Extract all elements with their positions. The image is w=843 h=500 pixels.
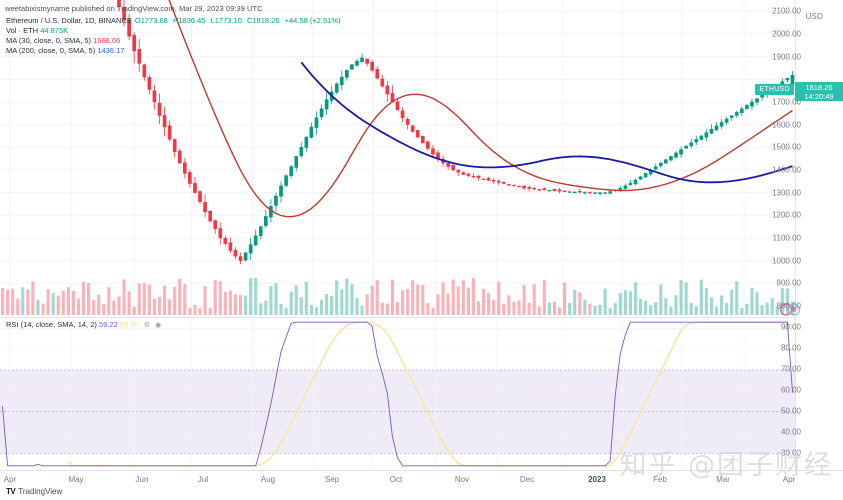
price-axis-tick: 1200.00 [772, 210, 801, 220]
legend-symbol-label: Ethereum / U.S. Dollar, 1D, BINANCE [6, 16, 132, 25]
price-axis-tick: 1100.00 [772, 233, 801, 243]
legend-change: +44.58 (+2.51%) [284, 16, 341, 25]
rsi-legend-value: 59.22 [98, 320, 118, 329]
eye-icon[interactable]: ◉ [155, 322, 162, 329]
publisher-line: weetabixismyname published on TradingVie… [5, 4, 263, 13]
rsi-axis[interactable]: 90.00 80.00 70.00 60.00 50.00 40.00 30.00 [781, 317, 843, 470]
price-axis-tick: 2000.00 [772, 29, 801, 39]
price-axis-tick: 1700.00 [772, 97, 801, 107]
gear-icon[interactable]: ⚙ [143, 322, 150, 329]
rsi-axis-tick: 80.00 [780, 343, 801, 353]
price-pane[interactable] [0, 0, 795, 315]
legend-volume-value: 44.875K [40, 26, 69, 35]
price-axis-tick: 1400.00 [772, 165, 801, 175]
time-axis-tick: Apr [3, 475, 17, 484]
time-axis-tick: Jul [197, 475, 209, 484]
legend-ma200-row[interactable]: MA (200, close, 0, SMA, 5) 1436.17 [6, 46, 340, 56]
tradingview-brand-text: TradingView [18, 487, 63, 496]
time-axis-tick: Mar [716, 475, 730, 484]
legend-ma30-label: MA (30, close, 0, SMA, 5) [6, 36, 92, 45]
price-axis-tick: 1900.00 [772, 52, 801, 62]
legend-close: C1818.26 [246, 16, 280, 25]
time-axis-tick: Feb [653, 475, 667, 484]
time-axis-tick: Aug [260, 475, 276, 484]
legend-ma30-row[interactable]: MA (30, close, 0, SMA, 5) 1666.06 [6, 36, 340, 46]
time-axis-tick: Jun [135, 475, 149, 484]
legend-high: H1836.45 [172, 16, 206, 25]
time-axis-tick: 2023 [588, 475, 606, 484]
legend-open: O1773.68 [134, 16, 168, 25]
price-axis-tick: 1500.00 [772, 142, 801, 152]
price-axis-tick: 1600.00 [772, 120, 801, 130]
rsi-axis-tick: 60.00 [780, 385, 801, 395]
rsi-legend[interactable]: RSI (14, close, SMA, 14, 2) 59.22 59.00 … [6, 320, 161, 331]
price-axis-unit: USD [805, 12, 823, 21]
rsi-axis-tick: 90.00 [780, 322, 801, 332]
symbol-tag: ETHUSD [755, 84, 794, 95]
coin-logo-watermark [779, 303, 801, 316]
legend-symbol-row[interactable]: Ethereum / U.S. Dollar, 1D, BINANCE O1773… [6, 16, 340, 26]
tradingview-logo-icon: TV [6, 487, 16, 496]
legend-ma200-value: 1436.17 [97, 46, 125, 55]
legend-low: L1773.10 [210, 16, 242, 25]
time-axis-tick: May [68, 475, 84, 484]
rsi-axis-tick: 70.00 [780, 364, 801, 374]
rsi-legend-label: RSI (14, close, SMA, 14, 2) [6, 320, 97, 329]
current-price-value: 1818.26 [805, 82, 833, 92]
legend-ma200-label: MA (200, close, 0, SMA, 5) [6, 46, 96, 55]
price-axis-tick: 1300.00 [772, 188, 801, 198]
tradingview-brand[interactable]: TV TradingView [6, 487, 62, 496]
legend-ma30-value: 1666.06 [93, 36, 121, 45]
rsi-axis-tick: 40.00 [780, 427, 801, 437]
time-axis-tick: Nov [454, 475, 470, 484]
legend-volume-row[interactable]: Vol · ETH 44.875K [6, 26, 340, 36]
time-axis-tick: Dec [519, 475, 535, 484]
current-price-time: 14:20:49 [804, 91, 834, 101]
rsi-axis-tick: 30.00 [780, 448, 801, 458]
time-axis-tick: Apr [782, 475, 796, 484]
legend-volume-label: Vol · ETH [6, 26, 39, 35]
time-axis[interactable]: Apr May Jun Jul Aug Sep Oct Nov Dec 2023 Feb Mar Apr [0, 470, 843, 488]
time-axis-tick: Sep [324, 475, 340, 484]
chart-legend: Ethereum / U.S. Dollar, 1D, BINANCE O1773… [6, 16, 340, 56]
time-axis-tick: Oct [389, 475, 403, 484]
rsi-pane[interactable] [0, 317, 795, 470]
price-axis-tick: 1000.00 [772, 256, 801, 266]
current-price-tag: 1818.26 14:20:49 [795, 82, 843, 101]
rsi-sma-value: 59.00 [119, 320, 139, 329]
price-axis[interactable]: USD 2100.002000.001900.001800.001700.001… [772, 0, 843, 315]
price-axis-tick: 2100.00 [772, 6, 801, 16]
price-axis-tick: 900.00 [776, 278, 801, 288]
rsi-axis-tick: 50.00 [780, 406, 801, 416]
price-axis-tick: 800.00 [776, 301, 801, 311]
